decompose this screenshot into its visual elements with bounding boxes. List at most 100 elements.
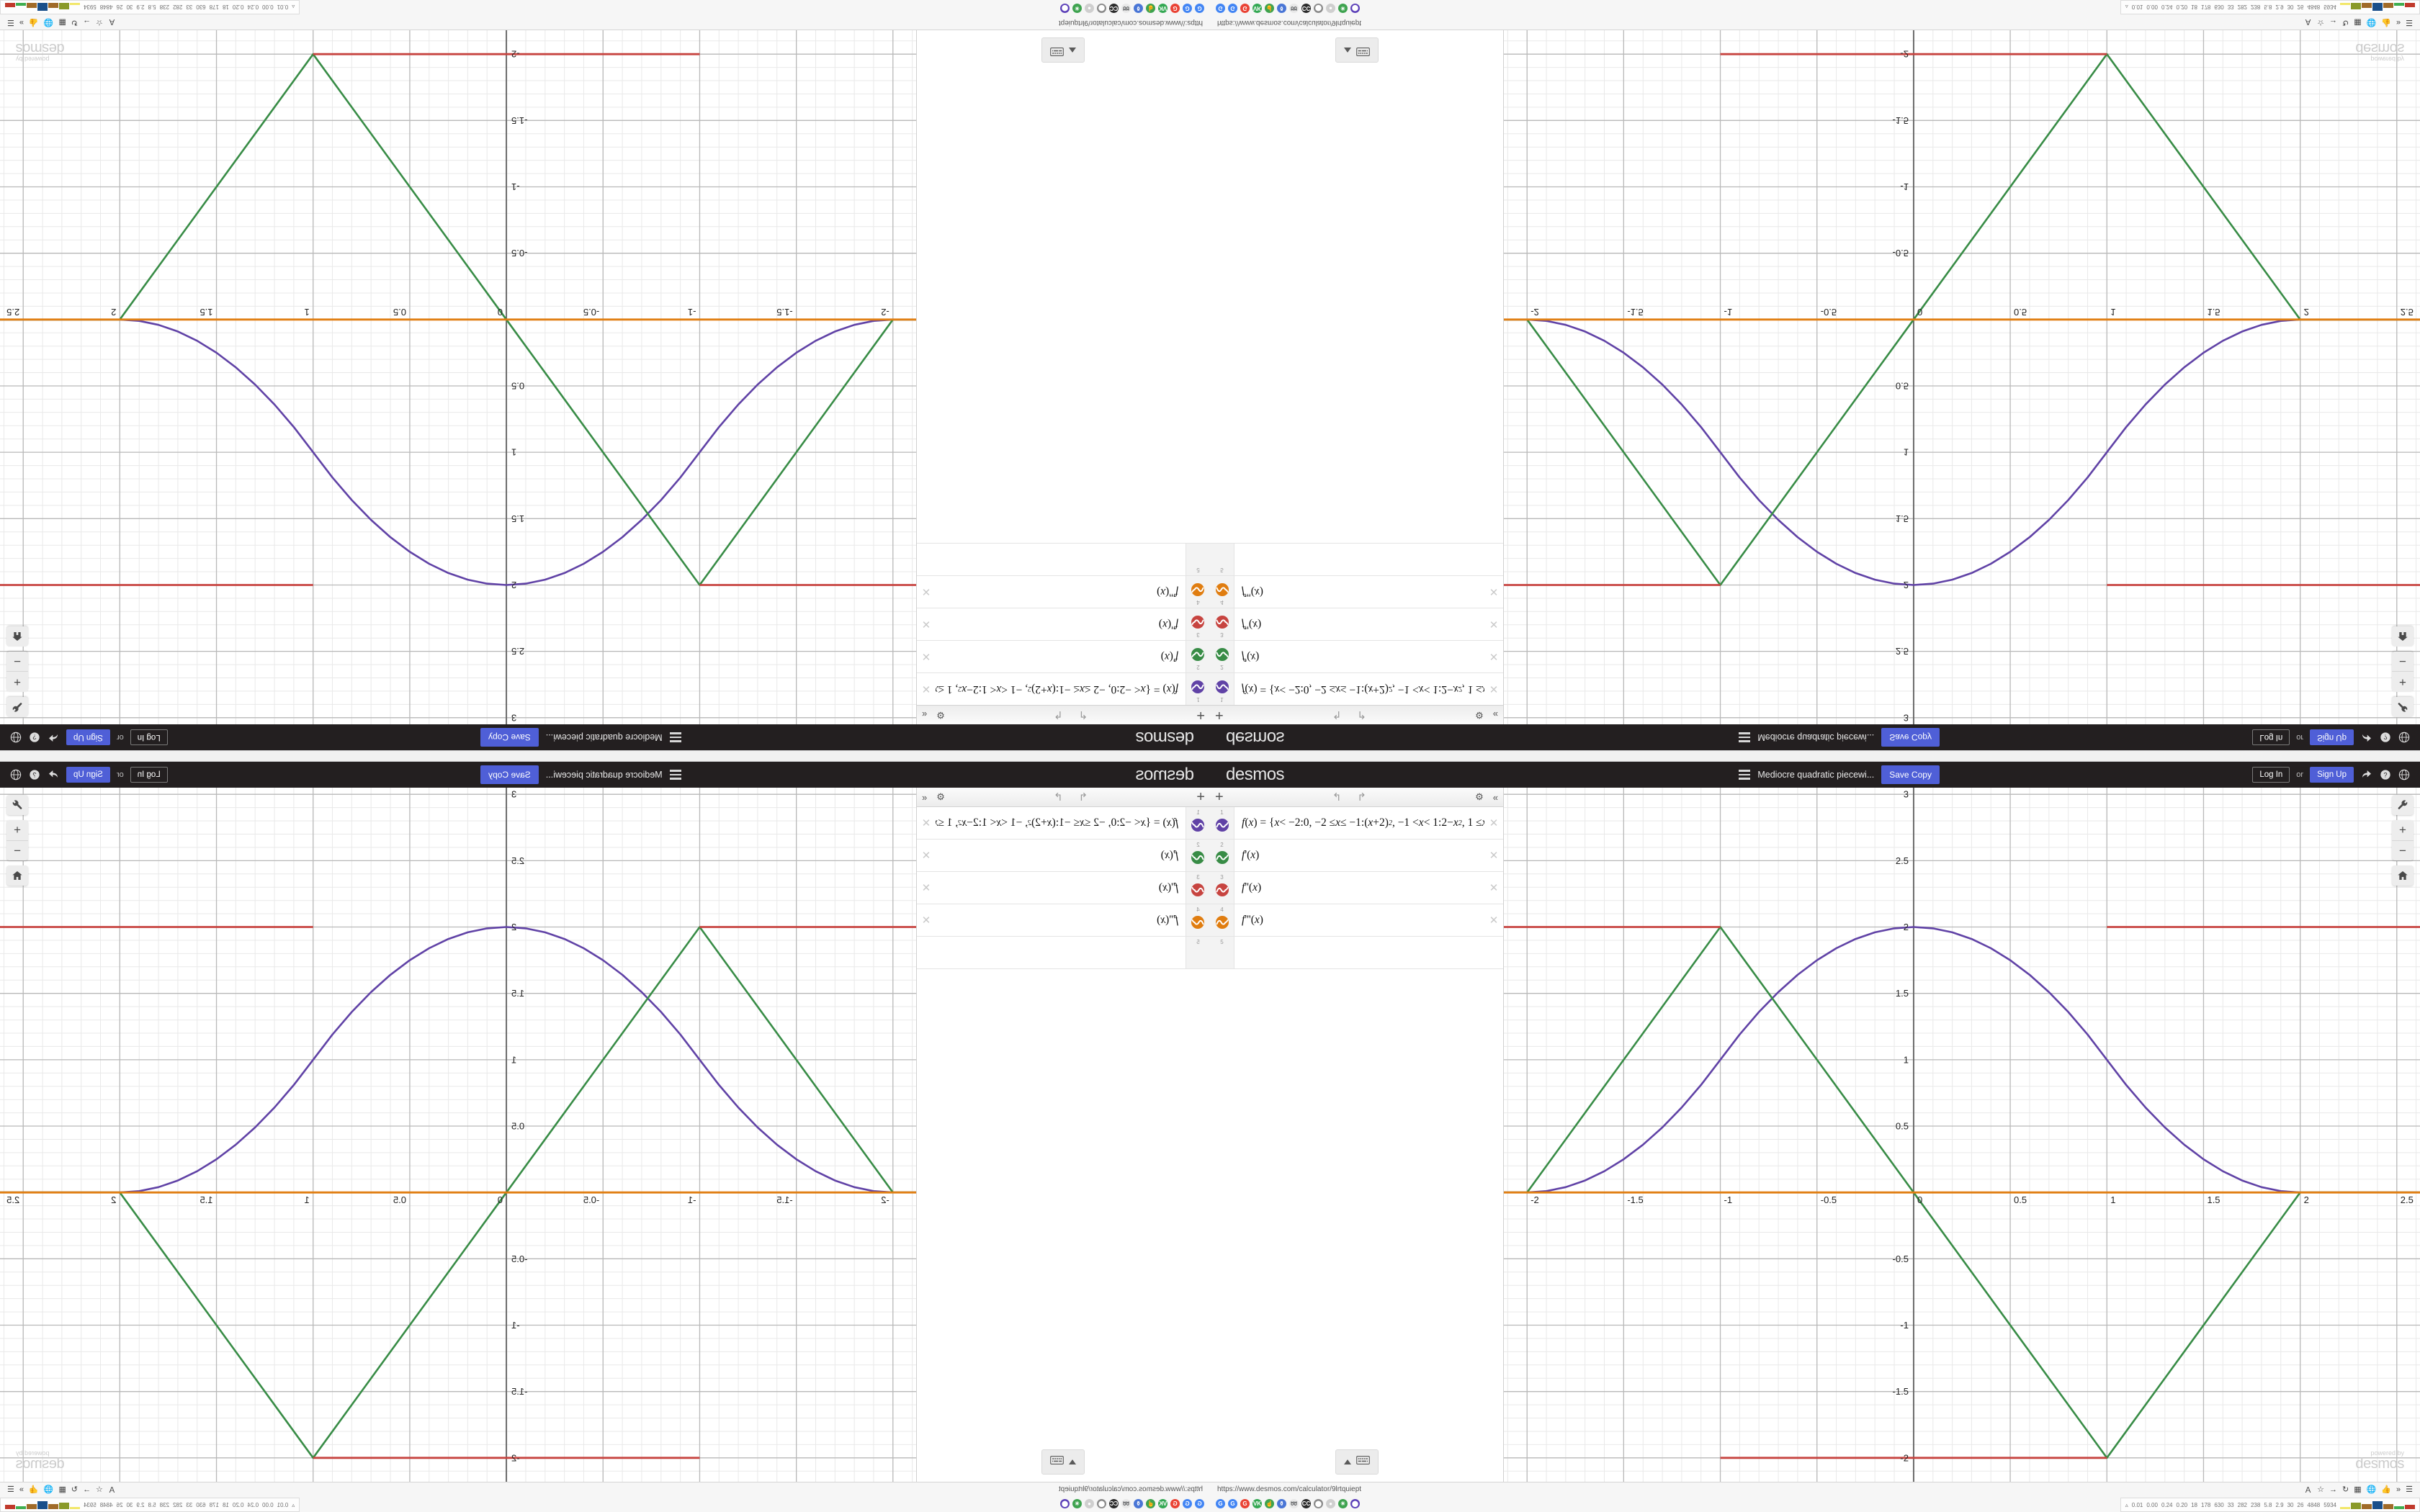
desmos-logo[interactable]: desmos (1135, 728, 1194, 747)
bookmark-item[interactable]: VK (1158, 1499, 1168, 1508)
expression-row[interactable]: 3 f ''(x) ✕ (1210, 608, 1503, 640)
close-x-icon[interactable]: ✕ (1489, 618, 1499, 630)
zoom-out-button[interactable]: − (2392, 840, 2414, 860)
wrench-icon[interactable] (2392, 795, 2414, 815)
home-icon[interactable] (6, 626, 28, 647)
globe-icon[interactable] (2398, 769, 2410, 781)
graph-title[interactable]: Mediocre quadratic piecewi... (1757, 732, 1875, 742)
bookmark-item[interactable]: ➿ (1289, 4, 1299, 13)
signup-button[interactable]: Sign Up (66, 729, 110, 745)
url-bar[interactable]: https://www.desmos.com/calculator/9lrtqu… (0, 16, 1210, 30)
close-x-icon[interactable]: ✕ (1489, 850, 1499, 862)
bookmark-item[interactable]: CC (1301, 1499, 1311, 1508)
bookmark-item[interactable]: G (1183, 4, 1192, 13)
bookmark-item[interactable]: CC (1109, 4, 1119, 13)
reload-icon[interactable]: ↻ (71, 18, 79, 27)
expression-row[interactable]: 1 f(x) = {x < −2:0, −2 ≤ x ≤ −1:(x +2) 2, −… (1210, 807, 1503, 840)
menu-icon[interactable]: ☰ (2406, 18, 2413, 27)
close-x-icon[interactable]: ✕ (1489, 882, 1499, 894)
bookmark-item[interactable]: G (1170, 4, 1180, 13)
share-icon[interactable] (48, 769, 60, 781)
url-bar[interactable]: https://www.desmos.com/calculator/9lrtqu… (1210, 16, 2420, 30)
expression-row[interactable]: 4 f '''(x) ✕ (1210, 904, 1503, 937)
overflow-chevron-icon[interactable]: » (19, 18, 24, 27)
bookmark-item[interactable]: ⬤ (1060, 4, 1070, 13)
expression-row[interactable]: 1 f(x) = {x < −2:0, −2 ≤ x ≤ −1:(x +2) 2, −… (1210, 672, 1503, 705)
expression-color-icon[interactable] (1214, 882, 1230, 898)
save-copy-button[interactable]: Save Copy (480, 765, 539, 784)
globe-icon[interactable]: 🌐 (43, 1485, 54, 1494)
expression-row[interactable]: 5 (1210, 543, 1503, 575)
undo-icon[interactable]: ↰ (1332, 708, 1342, 721)
bookmark-item[interactable]: ⚱ (1277, 4, 1286, 13)
expression-row[interactable]: 2 f '(x) ✕ (1210, 840, 1503, 872)
bookmark-item[interactable]: ⚱ (1134, 4, 1143, 13)
menu-icon[interactable]: ☰ (7, 18, 14, 27)
bookmark-item[interactable]: G (1195, 1499, 1204, 1508)
help-icon[interactable]: ? (2379, 732, 2391, 744)
bookmark-item[interactable]: VK (1158, 4, 1168, 13)
translate-icon[interactable]: Ａ (107, 17, 116, 27)
expression-math[interactable]: f ''(x) (1158, 618, 1178, 631)
login-button[interactable]: Log In (2252, 729, 2290, 745)
add-expression-button[interactable]: + (1215, 789, 1224, 805)
bookmark-item[interactable]: G (1228, 4, 1237, 13)
bookmark-item[interactable]: ⬤ (1097, 4, 1106, 13)
bookmark-item[interactable]: ☝ (1146, 4, 1155, 13)
forward-arrow-icon[interactable]: → (2329, 1485, 2337, 1494)
close-x-icon[interactable]: ✕ (921, 618, 931, 630)
bookmark-item[interactable]: G (1170, 1499, 1180, 1508)
save-copy-button[interactable]: Save Copy (480, 728, 539, 747)
share-icon[interactable] (48, 732, 60, 744)
graph-plot[interactable]: -2 -1.5 -1 -0.5 0.5 1 1.5 2 2.5 0 -2 -1.5 -1 -0.5 0.5 1… (0, 788, 916, 1482)
bookmark-item[interactable]: ⬤ (1097, 1499, 1106, 1508)
expression-row[interactable]: 3 f ''(x) ✕ (917, 872, 1210, 904)
bookmark-item[interactable]: ☝ (1265, 1499, 1274, 1508)
close-x-icon[interactable]: ✕ (1489, 817, 1499, 829)
url-text[interactable]: https://www.desmos.com/calculator/9lrtqu… (1058, 1485, 1203, 1493)
expression-math[interactable]: f '''(x) (1157, 914, 1178, 926)
bookmark-item[interactable]: ● (1326, 1499, 1335, 1508)
hamburger-menu-icon[interactable] (669, 770, 681, 780)
expression-color-icon[interactable] (1214, 679, 1230, 695)
bookmark-item[interactable]: G (1228, 1499, 1237, 1508)
expression-math[interactable]: f ''(x) (1242, 881, 1262, 894)
home-icon[interactable] (6, 865, 28, 886)
hamburger-menu-icon[interactable] (1739, 732, 1751, 742)
menu-icon[interactable]: ☰ (7, 1485, 14, 1494)
bookmark-item[interactable]: G (1195, 4, 1204, 13)
overflow-chevron-icon[interactable]: » (2396, 18, 2401, 27)
graph-plot[interactable]: -2 -1.5 -1 -0.5 0.5 1 1.5 2 2.5 0 -2 -1.5 -1 -0.5 0.5 1… (0, 30, 916, 724)
expression-color-icon[interactable] (1214, 850, 1230, 865)
signup-button[interactable]: Sign Up (66, 767, 110, 783)
url-bar[interactable]: https://www.desmos.com/calculator/9lrtqu… (1210, 1482, 2420, 1496)
expression-color-icon[interactable] (1191, 914, 1206, 930)
close-x-icon[interactable]: ✕ (921, 650, 931, 662)
expression-color-icon[interactable] (1191, 850, 1206, 865)
undo-icon[interactable]: ↰ (1078, 791, 1088, 804)
expression-math[interactable]: f '''(x) (1157, 586, 1178, 598)
signup-button[interactable]: Sign Up (2310, 767, 2354, 783)
bookmark-star-icon[interactable]: ☆ (2317, 1485, 2324, 1494)
expression-math[interactable]: f(x) = {x < −2:0, −2 ≤ x ≤ −1:(x +2) 2, −1… (1242, 683, 1484, 696)
bookmark-star-icon[interactable]: ☆ (96, 1485, 103, 1494)
expression-math[interactable]: f ''(x) (1158, 881, 1178, 894)
bookmark-item[interactable]: ☀ (1072, 1499, 1082, 1508)
bookmark-item[interactable]: G (1240, 1499, 1250, 1508)
bookmark-item[interactable]: G (1216, 4, 1225, 13)
chevron-double-left-icon[interactable]: « (922, 791, 928, 803)
reader-icon[interactable]: ▦ (2354, 18, 2362, 27)
add-expression-button[interactable]: + (1215, 707, 1224, 723)
reload-icon[interactable]: ↻ (2341, 1485, 2349, 1494)
redo-icon[interactable]: ↱ (1054, 708, 1063, 721)
redo-icon[interactable]: ↱ (1054, 791, 1063, 804)
home-icon[interactable] (2392, 626, 2414, 647)
expression-row[interactable]: 4 f '''(x) ✕ (917, 904, 1210, 937)
bookmark-item[interactable]: ☀ (1072, 4, 1082, 13)
login-button[interactable]: Log In (2252, 767, 2290, 783)
wrench-icon[interactable] (6, 697, 28, 717)
share-icon[interactable] (2360, 769, 2372, 781)
globe-icon[interactable]: 🌐 (2366, 18, 2377, 27)
zoom-out-button[interactable]: − (2392, 652, 2414, 672)
expression-math[interactable] (936, 544, 1186, 575)
